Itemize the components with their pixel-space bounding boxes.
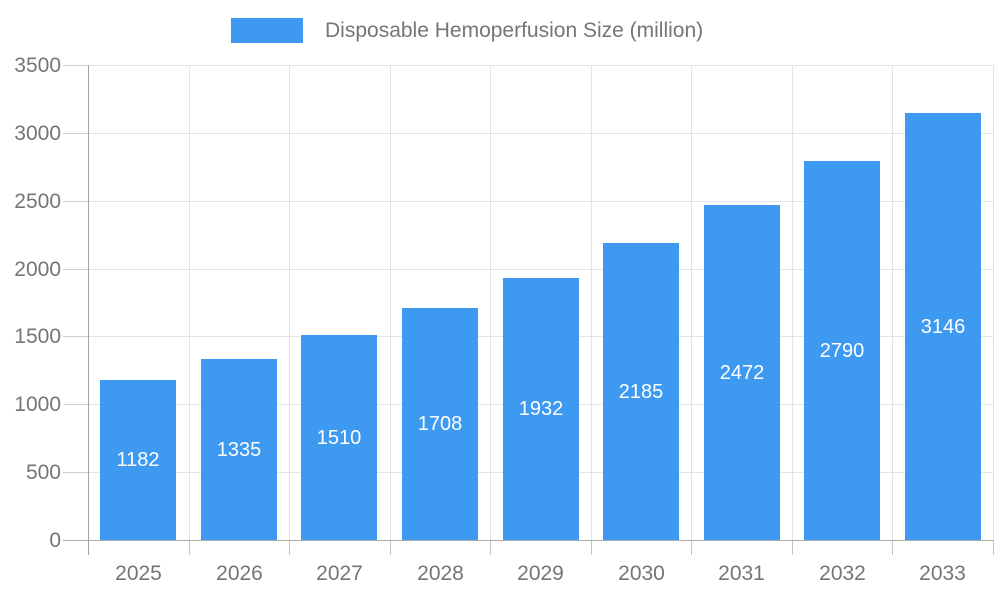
gridline-vertical (591, 65, 592, 540)
y-axis-tick (63, 269, 88, 270)
bar-2026: 1335 (201, 359, 277, 540)
bar-value-label: 2790 (819, 339, 865, 362)
y-axis-tick (63, 65, 88, 66)
x-axis-line (63, 540, 993, 541)
bar-value-label: 3146 (920, 315, 966, 338)
bar-2027: 1510 (301, 335, 377, 540)
legend-item[interactable]: Disposable Hemoperfusion Size (million) (231, 17, 703, 44)
y-axis-tick-label: 2500 (14, 190, 61, 213)
y-axis-tick (63, 404, 88, 405)
gridline-vertical (390, 65, 391, 540)
x-axis-tick-label: 2028 (417, 562, 464, 585)
y-axis-tick (63, 472, 88, 473)
bar-2030: 2185 (603, 243, 679, 540)
x-axis-tick (189, 540, 190, 555)
bar-2033: 3146 (905, 113, 981, 540)
y-axis-tick-label: 3500 (14, 54, 61, 77)
legend-label: Disposable Hemoperfusion Size (million) (325, 18, 704, 42)
x-axis-tick-label: 2025 (115, 562, 162, 585)
bar-value-label: 1335 (216, 438, 262, 461)
x-axis-tick-label: 2027 (316, 562, 363, 585)
y-axis-tick-label: 1500 (14, 325, 61, 348)
x-axis-tick (490, 540, 491, 555)
bar-2028: 1708 (402, 308, 478, 540)
gridline-vertical (892, 65, 893, 540)
x-axis-tick-label: 2026 (216, 562, 263, 585)
bar-value-label: 1510 (316, 426, 362, 449)
x-axis-tick (591, 540, 592, 555)
x-axis-tick (289, 540, 290, 555)
y-axis-tick-label: 3000 (14, 122, 61, 145)
bar-2025: 1182 (100, 380, 176, 540)
x-axis-tick-label: 2030 (618, 562, 665, 585)
y-axis-tick (63, 133, 88, 134)
x-axis-tick (993, 540, 994, 555)
x-axis-tick (892, 540, 893, 555)
y-axis-tick (63, 336, 88, 337)
bar-2031: 2472 (704, 205, 780, 540)
gridline-vertical (993, 65, 994, 540)
x-axis-tick-label: 2029 (517, 562, 564, 585)
bar-value-label: 1932 (518, 398, 564, 420)
y-axis-tick-label: 2000 (14, 258, 61, 281)
y-axis-tick (63, 201, 88, 202)
gridline-horizontal (88, 65, 993, 66)
x-axis-tick (691, 540, 692, 555)
x-axis-tick-label: 2032 (819, 562, 866, 585)
bar-value-label: 1182 (116, 449, 160, 471)
bar-value-label: 2185 (618, 380, 664, 403)
gridline-vertical (490, 65, 491, 540)
bar-value-label: 1708 (417, 413, 463, 435)
gridline-vertical (189, 65, 190, 540)
legend-swatch-icon (231, 18, 303, 43)
x-axis-tick-label: 2031 (718, 562, 765, 585)
x-axis-tick (390, 540, 391, 555)
x-axis-tick-label: 2033 (919, 562, 966, 585)
bar-2032: 2790 (804, 161, 880, 540)
bar-value-label: 2472 (719, 361, 765, 384)
y-axis-tick-label: 1000 (14, 393, 61, 416)
gridline-horizontal (88, 133, 993, 134)
bar-2029: 1932 (503, 278, 579, 540)
gridline-vertical (691, 65, 692, 540)
gridline-horizontal (88, 269, 993, 270)
y-axis-line (88, 65, 89, 555)
gridline-vertical (792, 65, 793, 540)
gridline-horizontal (88, 201, 993, 202)
gridline-vertical (289, 65, 290, 540)
x-axis-tick (792, 540, 793, 555)
y-axis-tick-label: 500 (25, 461, 61, 484)
y-axis-tick-label: 0 (49, 529, 61, 552)
